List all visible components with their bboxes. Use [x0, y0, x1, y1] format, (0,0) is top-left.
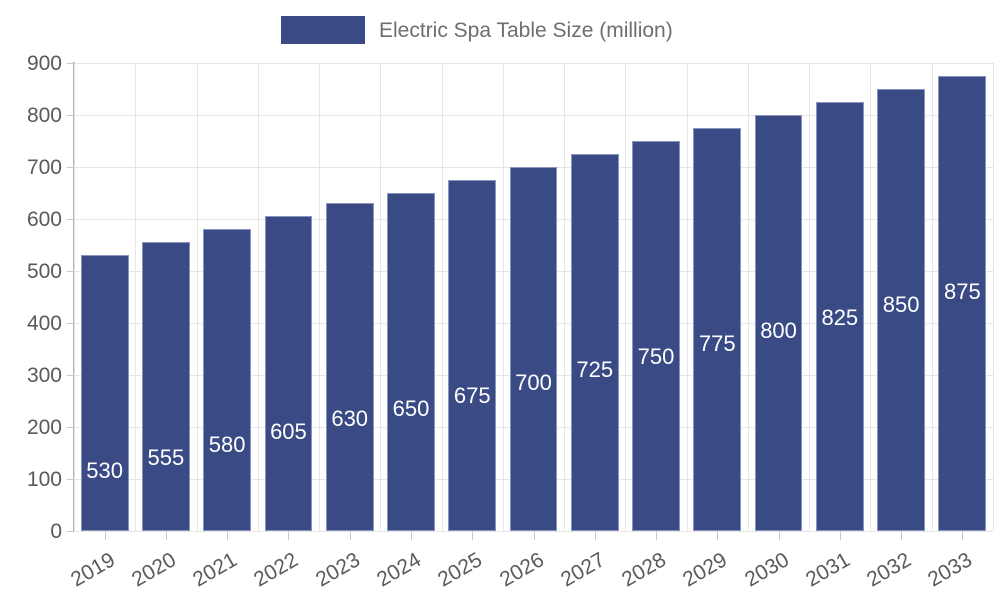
y-axis-tick-label: 700	[26, 156, 62, 179]
gridline-vertical	[564, 63, 565, 531]
gridline-vertical	[74, 63, 75, 531]
gridline-horizontal	[74, 63, 993, 64]
x-axis-tick-mark	[595, 531, 596, 540]
bar[interactable]	[203, 229, 252, 531]
x-axis-tick-label: 2027	[556, 548, 609, 592]
bar[interactable]	[142, 242, 190, 531]
x-axis-tick-label: 2032	[863, 548, 916, 592]
x-axis-tick-mark	[105, 531, 106, 540]
gridline-vertical	[625, 63, 626, 531]
y-axis-tick-label: 100	[26, 468, 62, 491]
y-axis-tick-mark	[67, 219, 74, 220]
bar[interactable]	[877, 89, 925, 531]
x-axis-tick-mark	[411, 531, 412, 540]
x-axis-tick-mark	[901, 531, 902, 540]
y-axis-tick-label: 200	[26, 416, 62, 439]
y-axis-tick-mark	[67, 427, 74, 428]
gridline-vertical	[319, 63, 320, 531]
bar[interactable]	[754, 115, 803, 531]
x-axis-tick-label: 2019	[66, 548, 119, 592]
x-axis-tick-mark	[350, 531, 351, 540]
bar[interactable]	[815, 102, 864, 531]
x-axis-tick-mark	[717, 531, 718, 540]
bar[interactable]	[264, 216, 313, 531]
x-axis-tick-mark	[534, 531, 535, 540]
bar[interactable]	[448, 180, 497, 531]
gridline-vertical	[442, 63, 443, 531]
y-axis-tick-mark	[67, 479, 74, 480]
x-axis-tick-label: 2022	[250, 548, 303, 592]
x-axis-tick-label: 2028	[618, 548, 671, 592]
y-axis-tick-mark	[67, 115, 74, 116]
gridline-horizontal	[74, 531, 993, 532]
gridline-vertical	[380, 63, 381, 531]
x-axis-tick-label: 2031	[801, 548, 854, 592]
gridline-vertical	[809, 63, 810, 531]
y-axis-tick-mark	[67, 63, 74, 64]
x-axis-tick-label: 2023	[311, 548, 364, 592]
gridline-vertical	[993, 63, 994, 531]
gridline-vertical	[197, 63, 198, 531]
x-axis-tick-mark	[656, 531, 657, 540]
bar[interactable]	[325, 203, 374, 531]
y-axis-tick-label: 600	[26, 208, 62, 231]
bar[interactable]	[80, 255, 129, 531]
x-axis-tick-mark	[288, 531, 289, 540]
x-axis-tick-mark	[779, 531, 780, 540]
y-axis-spine	[73, 62, 75, 532]
x-axis-tick-mark	[962, 531, 963, 540]
bar[interactable]	[693, 128, 742, 531]
gridline-vertical	[748, 63, 749, 531]
x-axis-tick-label: 2029	[679, 548, 732, 592]
gridline-vertical	[258, 63, 259, 531]
bar[interactable]	[570, 154, 619, 531]
x-axis-tick-mark	[227, 531, 228, 540]
y-axis-tick-label: 900	[26, 52, 62, 75]
gridline-vertical	[135, 63, 136, 531]
y-axis-tick-mark	[67, 375, 74, 376]
x-axis-tick-mark	[840, 531, 841, 540]
y-axis-tick-label: 800	[26, 104, 62, 127]
legend-label: Electric Spa Table Size (million)	[379, 18, 673, 42]
x-axis-tick-label: 2025	[434, 548, 487, 592]
x-axis-tick-label: 2024	[372, 548, 425, 592]
gridline-vertical	[503, 63, 504, 531]
y-axis-tick-mark	[67, 271, 74, 272]
plot-area: 530 555 580 605 630 650 675 700 725 750 775 800 825 8…	[74, 63, 994, 532]
chart-legend: Electric Spa Table Size (million)	[281, 14, 673, 46]
legend-color-swatch	[281, 16, 365, 44]
bar[interactable]	[509, 167, 558, 531]
x-axis-tick-label: 2033	[924, 548, 977, 592]
bar[interactable]	[632, 141, 680, 531]
y-axis-tick-label: 400	[26, 312, 62, 335]
y-axis-tick-label: 0	[50, 520, 62, 543]
y-axis-tick-label: 300	[26, 364, 62, 387]
y-axis-tick-label: 500	[26, 260, 62, 283]
gridline-vertical	[870, 63, 871, 531]
x-axis-tick-label: 2026	[495, 548, 548, 592]
y-axis-tick-mark	[67, 167, 74, 168]
bar[interactable]	[387, 193, 435, 531]
gridline-vertical	[932, 63, 933, 531]
x-axis-tick-mark	[472, 531, 473, 540]
x-axis-tick-label: 2021	[189, 548, 242, 592]
x-axis-tick-mark	[166, 531, 167, 540]
gridline-vertical	[687, 63, 688, 531]
x-axis-tick-label: 2030	[740, 548, 793, 592]
gridline-horizontal	[74, 115, 993, 116]
y-axis-tick-mark	[67, 531, 74, 532]
x-axis-tick-label: 2020	[127, 548, 180, 592]
y-axis-tick-mark	[67, 323, 74, 324]
bar[interactable]	[938, 76, 987, 531]
